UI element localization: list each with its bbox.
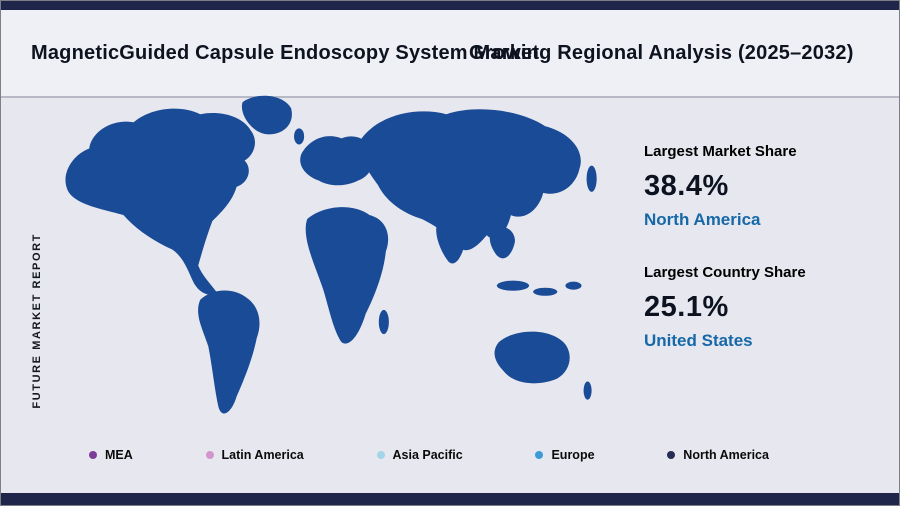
landmass-new-zealand — [583, 381, 592, 400]
landmass-africa — [305, 207, 389, 344]
bottom-bar — [1, 493, 899, 505]
market-share-region: North America — [644, 210, 761, 229]
landmass-south-america — [198, 290, 260, 414]
country-share-value: 25.1% — [644, 291, 729, 323]
market-share-value: 38.4% — [644, 170, 729, 202]
legend-dot — [535, 451, 544, 459]
header: MagneticGuided Capsule Endoscopy System … — [1, 10, 899, 98]
landmass-europe — [300, 136, 373, 186]
landmass-asia — [360, 109, 581, 251]
page-title-right: Growing Regional Analysis (2025–2032) — [469, 42, 854, 64]
country-share-label: Largest Country Share — [644, 264, 806, 281]
legend-label: MEA — [105, 448, 133, 462]
largest-country-share-block: Largest Country Share 25.1% United State… — [644, 264, 894, 351]
largest-market-share-block: Largest Market Share 38.4% North America — [644, 143, 894, 230]
landmass-indonesia-2 — [533, 287, 558, 296]
top-bar — [1, 1, 899, 10]
landmass-greenland — [241, 95, 292, 135]
legend-label: Europe — [551, 448, 595, 462]
world-map — [65, 95, 597, 414]
legend-dot — [205, 451, 214, 459]
stats-panel: Largest Market Share 38.4% North America… — [644, 143, 894, 351]
landmass-british-isles — [294, 128, 305, 145]
landmass-japan — [586, 165, 597, 192]
legend-dot — [89, 451, 97, 459]
landmass-indonesia-3 — [565, 281, 582, 290]
legend-dot — [667, 451, 676, 459]
legend-item: Asia Pacific — [376, 448, 463, 462]
market-share-label: Largest Market Share — [644, 143, 797, 160]
legend-item: North America — [667, 448, 769, 462]
brand-vertical-label: FUTURE MARKET REPORT — [31, 233, 43, 409]
landmass-north-america — [65, 108, 255, 295]
landmass-australia — [494, 331, 570, 384]
landmass-madagascar — [378, 309, 389, 335]
country-share-name: United States — [644, 331, 753, 350]
landmass-indochina — [489, 226, 515, 259]
landmass-indonesia-1 — [496, 280, 530, 291]
landmass-india — [436, 218, 467, 264]
legend-label: Asia Pacific — [392, 448, 463, 462]
legend-label: North America — [683, 448, 769, 462]
legend-dot — [376, 451, 385, 459]
legend-item: Europe — [535, 448, 595, 462]
page-title-left: MagneticGuided Capsule Endoscopy System … — [31, 42, 540, 64]
legend-label: Latin America — [221, 448, 304, 462]
legend-item: MEA — [89, 448, 133, 462]
legend: MEA Latin America Asia Pacific Europe North … — [89, 448, 769, 462]
legend-item: Latin America — [205, 448, 304, 462]
